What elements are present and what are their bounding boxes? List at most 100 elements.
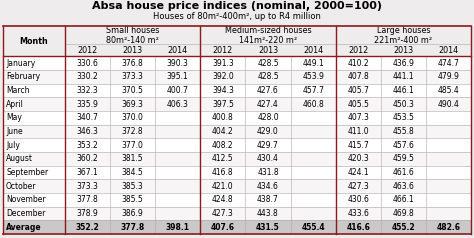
Text: 436.9: 436.9 xyxy=(392,59,414,68)
Text: 431.5: 431.5 xyxy=(256,223,280,232)
Text: 400.8: 400.8 xyxy=(212,113,234,122)
Text: 479.9: 479.9 xyxy=(438,72,459,81)
Text: November: November xyxy=(6,195,46,204)
Text: 441.1: 441.1 xyxy=(392,72,414,81)
Text: 2013: 2013 xyxy=(258,46,278,55)
Text: 430.4: 430.4 xyxy=(257,154,279,163)
Text: 455.2: 455.2 xyxy=(392,223,415,232)
Text: Small houses
80m²-140 m²: Small houses 80m²-140 m² xyxy=(106,26,159,45)
Text: 373.3: 373.3 xyxy=(122,72,144,81)
Text: 370.0: 370.0 xyxy=(122,113,144,122)
Text: May: May xyxy=(6,113,22,122)
Text: 453.5: 453.5 xyxy=(392,113,414,122)
Text: 424.8: 424.8 xyxy=(212,195,234,204)
Bar xyxy=(3,179,471,193)
Text: 463.6: 463.6 xyxy=(392,182,414,191)
Text: 455.4: 455.4 xyxy=(301,223,325,232)
Text: 474.7: 474.7 xyxy=(438,59,459,68)
Text: 424.1: 424.1 xyxy=(347,168,369,177)
Text: October: October xyxy=(6,182,36,191)
Bar xyxy=(3,166,471,179)
Text: 429.0: 429.0 xyxy=(257,127,279,136)
Text: July: July xyxy=(6,141,20,150)
Bar xyxy=(3,56,471,70)
Text: 377.0: 377.0 xyxy=(122,141,144,150)
Text: 2013: 2013 xyxy=(123,46,143,55)
Text: 446.1: 446.1 xyxy=(392,86,414,95)
Text: 2012: 2012 xyxy=(77,46,98,55)
Text: 384.5: 384.5 xyxy=(122,168,144,177)
Text: 404.2: 404.2 xyxy=(212,127,234,136)
Text: 411.0: 411.0 xyxy=(347,127,369,136)
Text: 372.8: 372.8 xyxy=(122,127,144,136)
Text: 377.8: 377.8 xyxy=(77,195,99,204)
Text: 457.7: 457.7 xyxy=(302,86,324,95)
Text: 416.6: 416.6 xyxy=(346,223,370,232)
Text: 443.8: 443.8 xyxy=(257,209,279,218)
Text: January: January xyxy=(6,59,35,68)
Text: 427.3: 427.3 xyxy=(347,182,369,191)
Text: 490.4: 490.4 xyxy=(438,100,459,109)
Text: August: August xyxy=(6,154,33,163)
Text: 427.6: 427.6 xyxy=(257,86,279,95)
Text: 2012: 2012 xyxy=(348,46,368,55)
Text: Average: Average xyxy=(6,223,42,232)
Bar xyxy=(3,26,471,56)
Text: February: February xyxy=(6,72,40,81)
Text: 466.1: 466.1 xyxy=(392,195,414,204)
Text: 450.3: 450.3 xyxy=(392,100,414,109)
Text: 428.5: 428.5 xyxy=(257,59,279,68)
Text: 330.6: 330.6 xyxy=(77,59,99,68)
Text: 346.3: 346.3 xyxy=(77,127,99,136)
Text: 449.1: 449.1 xyxy=(302,59,324,68)
Text: 429.7: 429.7 xyxy=(257,141,279,150)
Text: 391.3: 391.3 xyxy=(212,59,234,68)
Text: 407.3: 407.3 xyxy=(347,113,369,122)
Text: 2014: 2014 xyxy=(303,46,323,55)
Text: 421.0: 421.0 xyxy=(212,182,234,191)
Text: 353.2: 353.2 xyxy=(77,141,99,150)
Text: 373.3: 373.3 xyxy=(77,182,99,191)
Text: 352.2: 352.2 xyxy=(76,223,100,232)
Text: 408.2: 408.2 xyxy=(212,141,234,150)
Text: 455.8: 455.8 xyxy=(392,127,414,136)
Text: 340.7: 340.7 xyxy=(77,113,99,122)
Text: 376.8: 376.8 xyxy=(122,59,144,68)
Text: 427.4: 427.4 xyxy=(257,100,279,109)
Text: 434.6: 434.6 xyxy=(257,182,279,191)
Bar xyxy=(3,97,471,111)
Text: 431.8: 431.8 xyxy=(257,168,279,177)
Text: 428.5: 428.5 xyxy=(257,72,279,81)
Text: 398.1: 398.1 xyxy=(166,223,190,232)
Text: Houses of 80m²-400m², up to R4 million: Houses of 80m²-400m², up to R4 million xyxy=(153,12,321,21)
Text: December: December xyxy=(6,209,46,218)
Text: 2012: 2012 xyxy=(213,46,233,55)
Bar xyxy=(3,207,471,220)
Text: June: June xyxy=(6,127,23,136)
Text: 438.7: 438.7 xyxy=(257,195,279,204)
Text: 386.9: 386.9 xyxy=(122,209,144,218)
Text: 427.3: 427.3 xyxy=(212,209,234,218)
Bar xyxy=(3,193,471,207)
Bar xyxy=(3,26,471,234)
Text: 385.5: 385.5 xyxy=(122,195,144,204)
Text: 407.6: 407.6 xyxy=(211,223,235,232)
Text: Absa house price indices (nominal, 2000=100): Absa house price indices (nominal, 2000=… xyxy=(92,1,382,11)
Text: 453.9: 453.9 xyxy=(302,72,324,81)
Bar xyxy=(3,84,471,97)
Text: 335.9: 335.9 xyxy=(77,100,99,109)
Text: 2013: 2013 xyxy=(393,46,413,55)
Text: March: March xyxy=(6,86,29,95)
Bar xyxy=(3,70,471,84)
Text: 407.8: 407.8 xyxy=(347,72,369,81)
Text: 370.5: 370.5 xyxy=(122,86,144,95)
Text: 377.8: 377.8 xyxy=(120,223,145,232)
Text: 2014: 2014 xyxy=(168,46,188,55)
Text: 406.3: 406.3 xyxy=(167,100,189,109)
Bar xyxy=(3,138,471,152)
Text: 415.7: 415.7 xyxy=(347,141,369,150)
Text: 410.2: 410.2 xyxy=(347,59,369,68)
Text: 392.0: 392.0 xyxy=(212,72,234,81)
Text: 397.5: 397.5 xyxy=(212,100,234,109)
Text: 381.5: 381.5 xyxy=(122,154,144,163)
